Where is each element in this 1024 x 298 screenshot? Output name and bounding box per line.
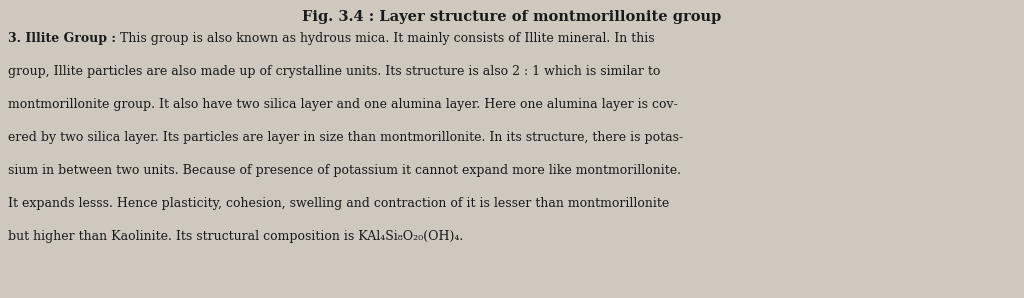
Text: This group is also known as hydrous mica. It mainly consists of Illite mineral. : This group is also known as hydrous mica… (121, 32, 655, 45)
Text: montmorillonite group. It also have two silica layer and one alumina layer. Here: montmorillonite group. It also have two … (8, 98, 678, 111)
Text: but higher than Kaolinite. Its structural composition is KAl₄Si₈O₂₀(OH)₄.: but higher than Kaolinite. Its structura… (8, 230, 463, 243)
Text: group, Illite particles are also made up of crystalline units. Its structure is : group, Illite particles are also made up… (8, 65, 660, 78)
Text: It expands lesss. Hence plasticity, cohesion, swelling and contraction of it is : It expands lesss. Hence plasticity, cohe… (8, 197, 670, 210)
Text: 3. Illite Group :: 3. Illite Group : (8, 32, 121, 45)
Text: Fig. 3.4 : Layer structure of montmorillonite group: Fig. 3.4 : Layer structure of montmorill… (302, 10, 722, 24)
Text: sium in between two units. Because of presence of potassium it cannot expand mor: sium in between two units. Because of pr… (8, 164, 681, 177)
Text: ered by two silica layer. Its particles are layer in size than montmorillonite. : ered by two silica layer. Its particles … (8, 131, 683, 144)
